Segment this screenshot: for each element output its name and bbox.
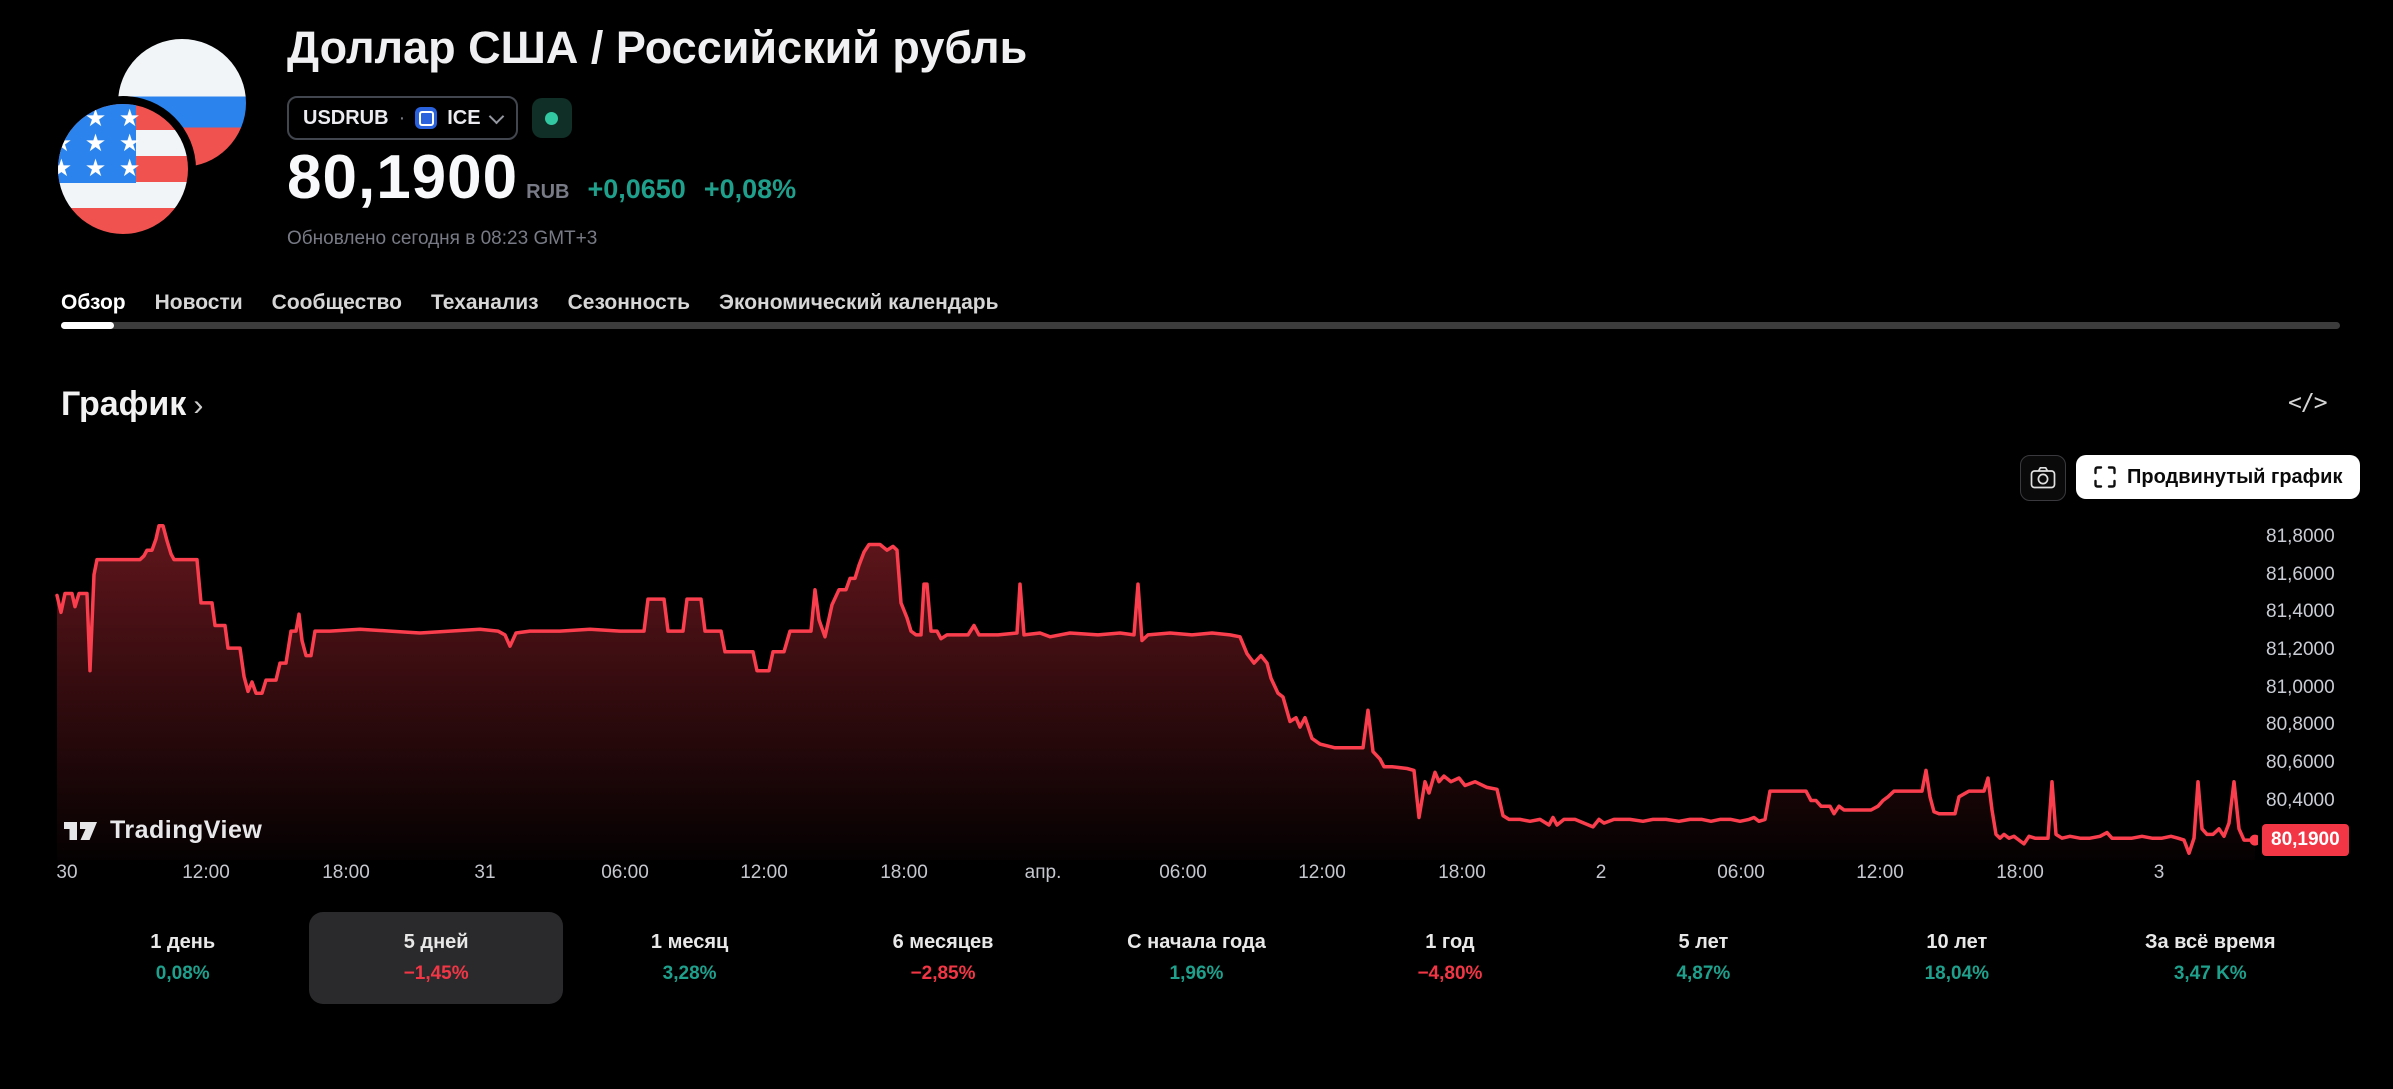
- exchange-name: ICE: [447, 106, 481, 129]
- tab-item[interactable]: Экономический календарь: [719, 291, 999, 314]
- symbol-selector[interactable]: USDRUB · ICE: [287, 96, 518, 140]
- time-axis-label: 30: [56, 862, 78, 883]
- tab-item[interactable]: Сезонность: [567, 291, 691, 314]
- period-label: 1 день: [150, 931, 216, 953]
- tradingview-logo-text: TradingView: [110, 816, 263, 844]
- last-updated-text: Обновлено сегодня в 08:23 GMT+3: [287, 228, 598, 249]
- period-label: 6 месяцев: [892, 931, 994, 953]
- current-price: 80,1900: [287, 143, 519, 212]
- period-button[interactable]: 10 лет 18,04%: [1830, 912, 2083, 1004]
- period-change-value: −4,80%: [1417, 963, 1483, 984]
- time-axis-label: 12:00: [740, 862, 788, 883]
- price-currency: RUB: [526, 181, 570, 203]
- time-axis-label: 06:00: [601, 862, 649, 883]
- time-axis-label: 31: [474, 862, 496, 883]
- time-axis-label: 18:00: [880, 862, 928, 883]
- period-label: 5 лет: [1678, 931, 1729, 953]
- time-axis-label: 06:00: [1159, 862, 1207, 883]
- last-price-dot: [2249, 834, 2261, 846]
- period-button[interactable]: 5 лет 4,87%: [1577, 912, 1830, 1004]
- price-axis-label: 80,6000: [2266, 751, 2335, 773]
- period-button[interactable]: 1 месяц 3,28%: [563, 912, 816, 1004]
- price-area-chart: [55, 523, 2261, 860]
- period-button[interactable]: 5 дней −1,45%: [309, 912, 563, 1004]
- period-switcher: 1 день 0,08% 5 дней −1,45% 1 месяц 3,28% 6 мес…: [56, 912, 2337, 1004]
- period-label: 1 год: [1425, 931, 1475, 953]
- symbol-ticker: USDRUB: [303, 106, 389, 129]
- period-change-value: 0,08%: [155, 963, 210, 984]
- advanced-chart-button[interactable]: Продвинутый график: [2076, 455, 2361, 499]
- price-axis-label: 81,4000: [2266, 601, 2335, 623]
- period-label: 1 месяц: [650, 931, 729, 953]
- symbol-flag-pair: ★ ★ ★ ★ ★ ★ ★ ★ ★: [50, 39, 250, 242]
- snapshot-button[interactable]: [2020, 455, 2066, 501]
- tab-item[interactable]: Новости: [154, 291, 243, 314]
- tab-item[interactable]: Теханализ: [431, 291, 539, 314]
- time-axis-label: 18:00: [1438, 862, 1486, 883]
- usa-flag-icon: ★ ★ ★ ★ ★ ★ ★ ★ ★: [50, 96, 196, 242]
- camera-icon: [2030, 466, 2056, 489]
- time-axis-label: 12:00: [1856, 862, 1904, 883]
- time-axis-label: 3: [2153, 862, 2165, 883]
- time-axis-label: апр.: [1024, 862, 1062, 883]
- exchange-logo-icon: [415, 107, 438, 129]
- time-axis-label: 18:00: [322, 862, 370, 883]
- period-button[interactable]: С начала года 1,96%: [1070, 912, 1323, 1004]
- last-price-badge: 80,1900: [2262, 824, 2349, 857]
- tabs-divider: [61, 322, 2340, 329]
- period-button[interactable]: За всё время 3,47 K%: [2084, 912, 2337, 1004]
- active-tab-underline: [61, 322, 114, 329]
- period-label: За всё время: [2144, 931, 2276, 953]
- period-label: 5 дней: [403, 931, 469, 953]
- chart-section-link[interactable]: График ›: [61, 385, 203, 424]
- tradingview-watermark[interactable]: TradingView: [64, 816, 262, 845]
- section-tabs: Обзор Новости Сообщество Теханализ Сезонност…: [61, 291, 999, 315]
- period-label: 10 лет: [1926, 931, 1988, 953]
- market-open-dot-icon: [545, 111, 559, 125]
- usa-flag-stars: ★ ★ ★: [58, 105, 144, 133]
- tradingview-logo-icon: [64, 821, 97, 840]
- tab-item[interactable]: Обзор: [61, 291, 126, 314]
- embed-code-icon[interactable]: </>: [2288, 390, 2328, 416]
- period-button[interactable]: 1 год −4,80%: [1323, 912, 1576, 1004]
- price-axis-label: 81,0000: [2266, 676, 2335, 698]
- section-title: График: [61, 385, 187, 423]
- price-axis-label: 81,2000: [2266, 638, 2335, 660]
- price-axis[interactable]: 81,8000 81,6000 81,4000 81,2000 81,0000 80,80…: [2258, 505, 2393, 870]
- period-change-value: 1,96%: [1169, 963, 1224, 984]
- period-change-value: −1,45%: [403, 963, 469, 984]
- price-line: [55, 523, 2257, 856]
- price-chart[interactable]: [40, 505, 2261, 860]
- time-axis[interactable]: 30 12:00 18:00 31 06:00 12:00 18:00 апр. 06:00 12…: [40, 862, 2258, 888]
- area-fill: [57, 525, 2255, 860]
- period-label: С начала года: [1127, 931, 1266, 953]
- time-axis-label: 06:00: [1717, 862, 1765, 883]
- period-button[interactable]: 6 месяцев −2,85%: [816, 912, 1069, 1004]
- period-button[interactable]: 1 день 0,08%: [56, 912, 309, 1004]
- chevron-right-icon: ›: [193, 388, 204, 422]
- price-change-absolute: +0,0650: [587, 174, 686, 204]
- tab-item[interactable]: Сообщество: [271, 291, 403, 314]
- period-change-value: 3,28%: [662, 963, 717, 984]
- usa-flag-canton: ★ ★ ★ ★ ★ ★ ★ ★ ★: [58, 104, 140, 184]
- period-change-value: 18,04%: [1924, 963, 1990, 984]
- separator-dot: ·: [398, 106, 406, 129]
- price-change-percent: +0,08%: [703, 174, 797, 204]
- market-status-button[interactable]: [531, 98, 572, 138]
- time-axis-label: 2: [1595, 862, 1607, 883]
- price-axis-label: 81,8000: [2266, 526, 2335, 547]
- page-title: Доллар США / Российский рубль: [287, 22, 1028, 73]
- price-axis-label: 80,8000: [2266, 714, 2335, 736]
- period-change-value: 4,87%: [1676, 963, 1731, 984]
- advanced-chart-label: Продвинутый график: [2127, 465, 2343, 488]
- price-axis-label: 81,6000: [2266, 563, 2335, 585]
- period-change-value: −2,85%: [910, 963, 976, 984]
- time-axis-label: 18:00: [1996, 862, 2044, 883]
- time-axis-label: 12:00: [182, 862, 230, 883]
- time-axis-label: 12:00: [1298, 862, 1346, 883]
- period-change-value: 3,47 K%: [2173, 963, 2247, 984]
- chevron-down-icon: [488, 108, 504, 124]
- price-axis-label: 80,4000: [2266, 789, 2335, 811]
- fullscreen-icon: [2094, 466, 2116, 488]
